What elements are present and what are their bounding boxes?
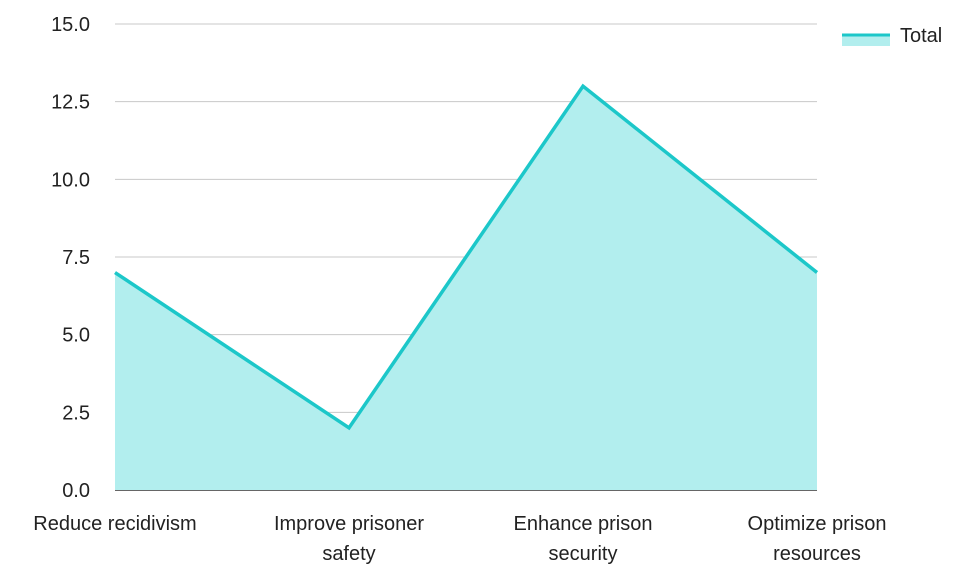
legend: Total <box>842 25 942 47</box>
plot-area <box>115 86 817 490</box>
y-tick-label: 5.0 <box>62 325 90 347</box>
y-tick-label: 0.0 <box>62 480 90 502</box>
y-tick-label: 12.5 <box>51 92 90 114</box>
y-tick-label: 15.0 <box>51 14 90 36</box>
y-tick-label: 10.0 <box>51 169 90 191</box>
legend-swatch-fill <box>842 35 890 46</box>
legend-label-total: Total <box>900 25 942 47</box>
y-tick-label: 2.5 <box>62 402 90 424</box>
y-axis-ticks: 0.0 2.5 5.0 7.5 10.0 12.5 15.0 <box>51 14 90 502</box>
y-tick-label: 7.5 <box>62 247 90 269</box>
area-fill-total <box>115 86 817 490</box>
x-category-label: Reduce recidivism <box>33 513 196 535</box>
